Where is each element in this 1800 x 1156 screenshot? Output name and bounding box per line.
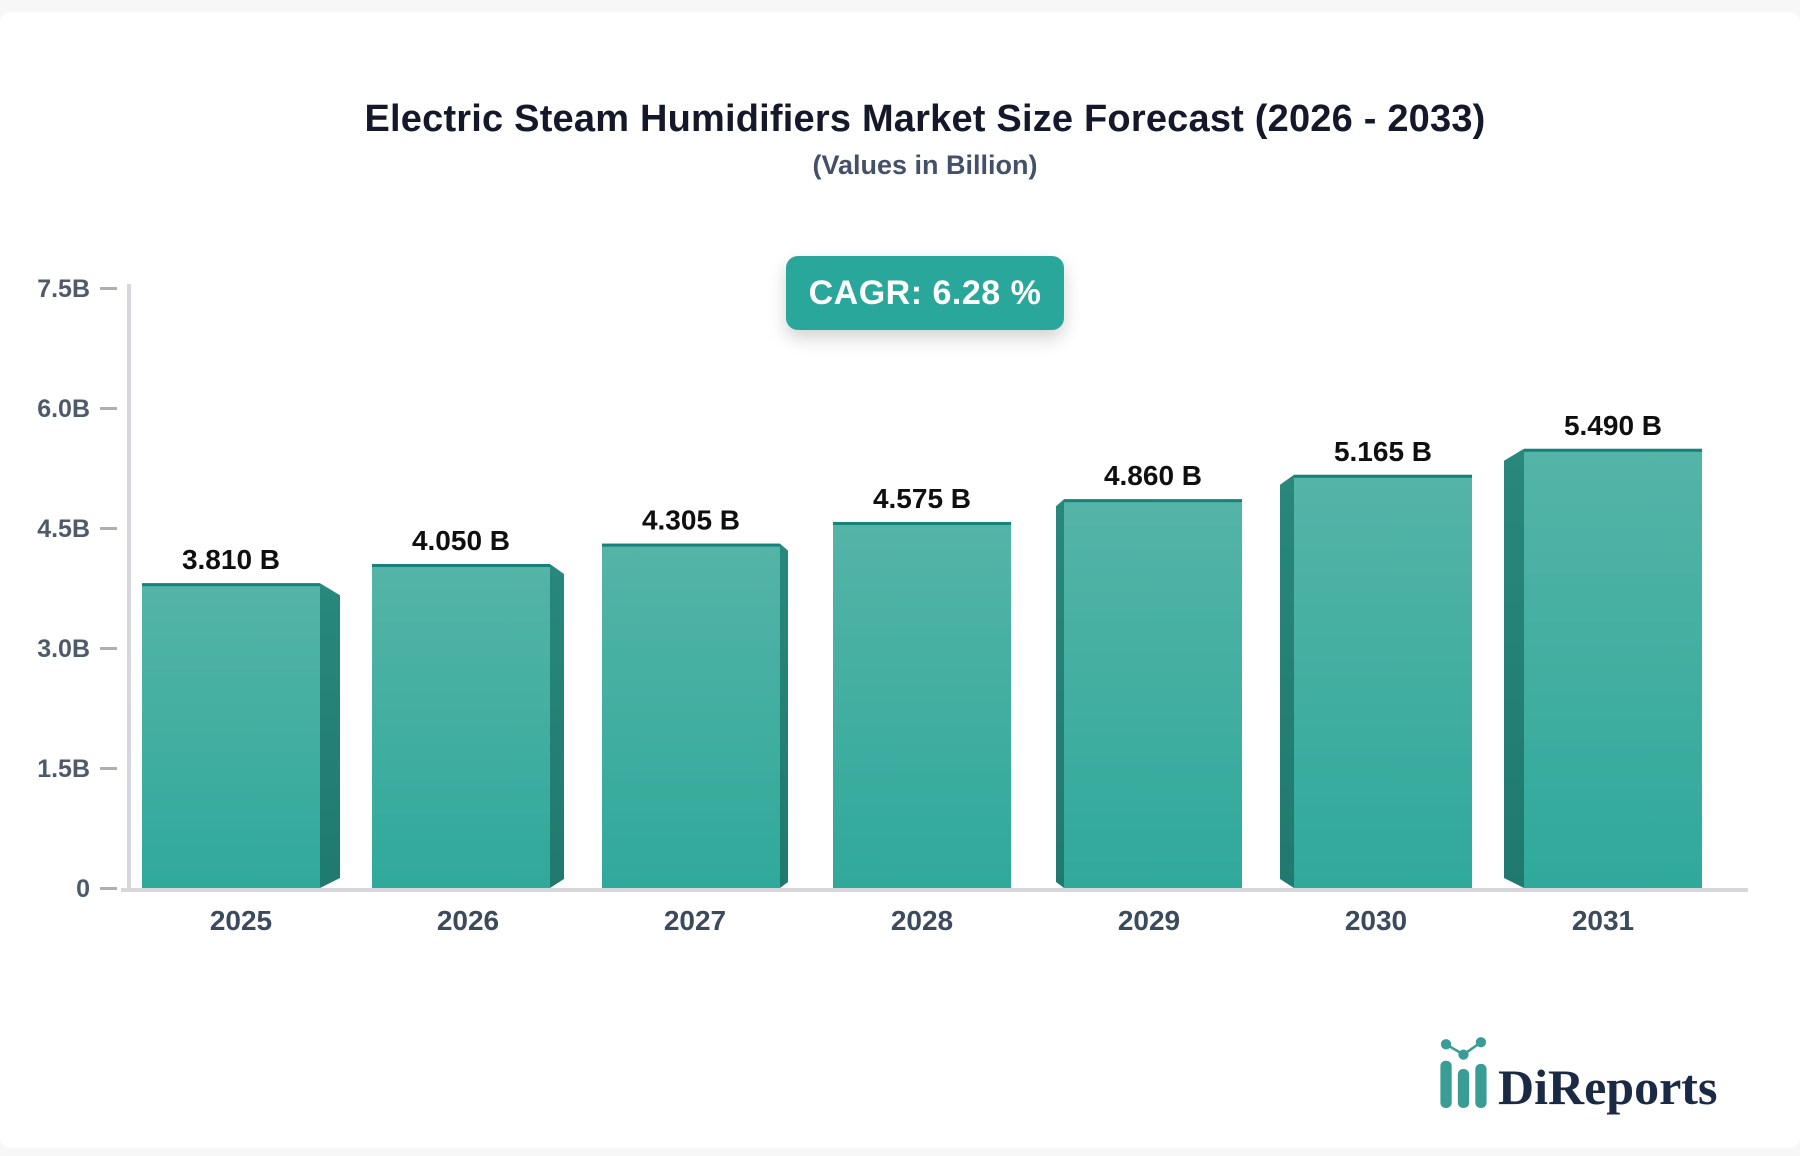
bar-top-edge	[1064, 499, 1242, 503]
bar-top-edge	[1524, 448, 1702, 452]
bar-2025: 3.810 B	[142, 544, 340, 888]
bar-2031: 5.490 B	[1504, 410, 1702, 888]
bar-value-label-2030: 5.165 B	[1334, 436, 1432, 467]
x-axis-label-2028: 2028	[891, 905, 953, 936]
bar-face	[602, 543, 780, 888]
bar-2026: 4.050 B	[372, 525, 564, 888]
bar-value-label-2028: 4.575 B	[873, 483, 971, 514]
chart-subtitle: (Values in Billion)	[812, 150, 1038, 180]
bar-face	[1294, 474, 1472, 888]
y-axis-label-0: 0	[76, 875, 90, 903]
y-axis-tick-0	[100, 887, 117, 890]
x-axis-label-2031: 2031	[1572, 905, 1634, 936]
bar-value-label-2025: 3.810 B	[182, 544, 280, 575]
x-axis-label-2026: 2026	[437, 905, 499, 936]
y-axis-label-4.5B: 4.5B	[37, 515, 90, 543]
cagr-badge: CAGR: 6.28 %	[786, 256, 1064, 330]
bar-top-edge	[602, 543, 780, 547]
bar-top-edge	[1294, 474, 1472, 478]
y-axis-label-3.0B: 3.0B	[37, 635, 90, 663]
bar-side-face	[1056, 499, 1064, 888]
y-axis-tick-7.5B	[100, 287, 117, 290]
bar-value-label-2031: 5.490 B	[1564, 410, 1662, 441]
x-axis-label-2027: 2027	[664, 905, 726, 936]
bar-top-edge	[372, 564, 550, 567]
bar-face	[372, 564, 550, 888]
bar-side-face	[1504, 448, 1524, 888]
x-axis-line	[121, 888, 1748, 892]
bar-value-label-2027: 4.305 B	[642, 505, 740, 536]
bar-value-label-2026: 4.050 B	[412, 525, 510, 556]
y-axis-label-1.5B: 1.5B	[37, 755, 90, 783]
y-axis-tick-4.5B	[100, 527, 117, 530]
y-axis-line	[127, 284, 131, 892]
bar-line-chart-icon	[1440, 1037, 1487, 1108]
y-axis-tick-3.0B	[100, 647, 117, 650]
y-axis-tick-6.0B	[100, 407, 117, 410]
brand-logo-text: DiReports	[1498, 1059, 1718, 1115]
bar-side-face	[780, 543, 788, 888]
brand-logo: DiReports	[1440, 1032, 1717, 1114]
bar-2030: 5.165 B	[1280, 436, 1472, 888]
bar-side-face	[320, 583, 340, 888]
bar-face	[142, 583, 320, 888]
y-axis-label-7.5B: 7.5B	[37, 275, 90, 303]
bar-top-edge	[833, 522, 1011, 525]
bar-2029: 4.860 B	[1056, 460, 1242, 888]
bar-side-face	[550, 564, 564, 888]
bar-top-edge	[142, 583, 320, 587]
bar-side-face	[1280, 474, 1294, 888]
bar-face	[1524, 448, 1702, 888]
x-axis-label-2029: 2029	[1118, 905, 1180, 936]
bar-face	[1064, 499, 1242, 888]
y-axis-label-6.0B: 6.0B	[37, 395, 90, 423]
bar-2028: 4.575 B	[833, 483, 1011, 888]
x-axis-label-2030: 2030	[1345, 905, 1407, 936]
x-axis-label-2025: 2025	[210, 905, 272, 936]
bar-face	[833, 522, 1011, 888]
bar-2027: 4.305 B	[602, 505, 788, 888]
chart-title: Electric Steam Humidifiers Market Size F…	[364, 98, 1486, 140]
y-axis-tick-1.5B	[100, 767, 117, 770]
bar-value-label-2029: 4.860 B	[1104, 460, 1202, 491]
